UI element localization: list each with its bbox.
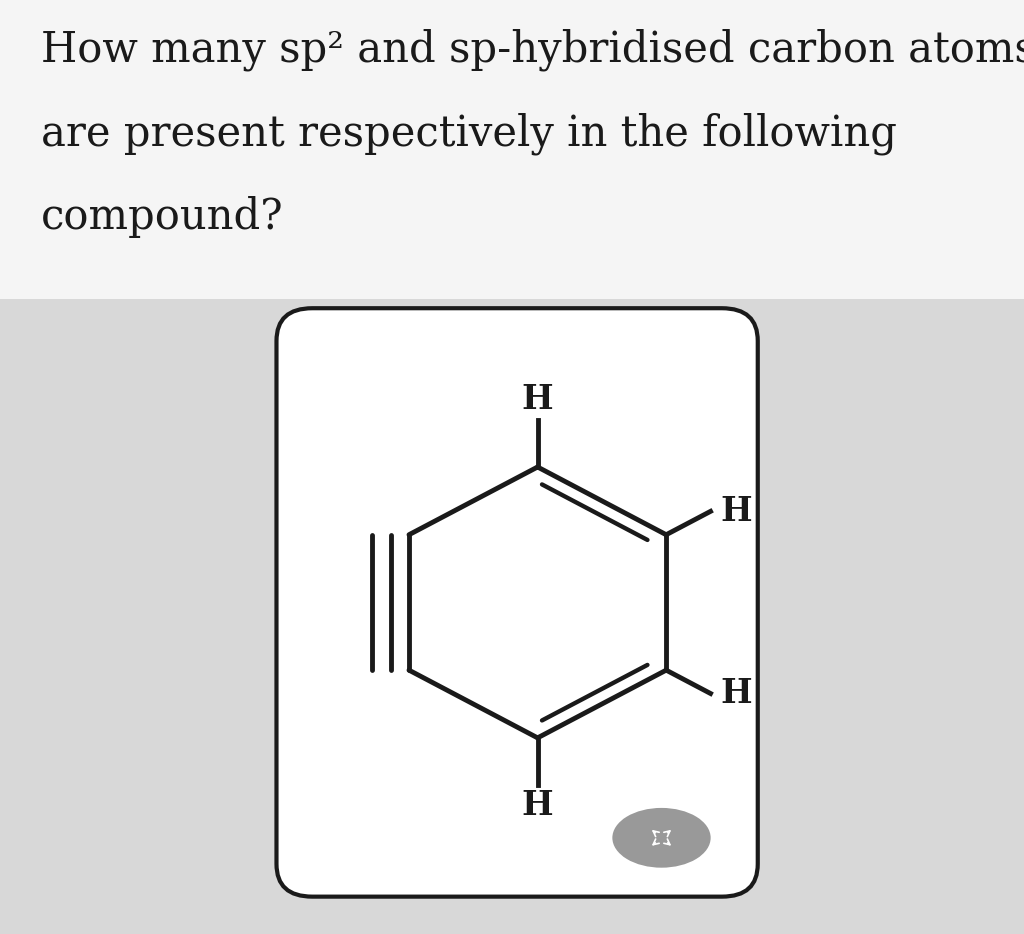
Text: How many sp² and sp-hybridised carbon atoms: How many sp² and sp-hybridised carbon at… xyxy=(41,28,1024,71)
Text: H: H xyxy=(721,495,753,528)
Ellipse shape xyxy=(612,808,711,868)
Bar xyxy=(0,299,1024,934)
Text: H: H xyxy=(522,789,553,822)
Text: H: H xyxy=(522,383,553,416)
Bar xyxy=(0,0,1024,299)
Text: are present respectively in the following: are present respectively in the followin… xyxy=(41,112,897,155)
FancyBboxPatch shape xyxy=(276,308,758,897)
Text: H: H xyxy=(721,677,753,710)
Text: compound?: compound? xyxy=(41,196,284,238)
